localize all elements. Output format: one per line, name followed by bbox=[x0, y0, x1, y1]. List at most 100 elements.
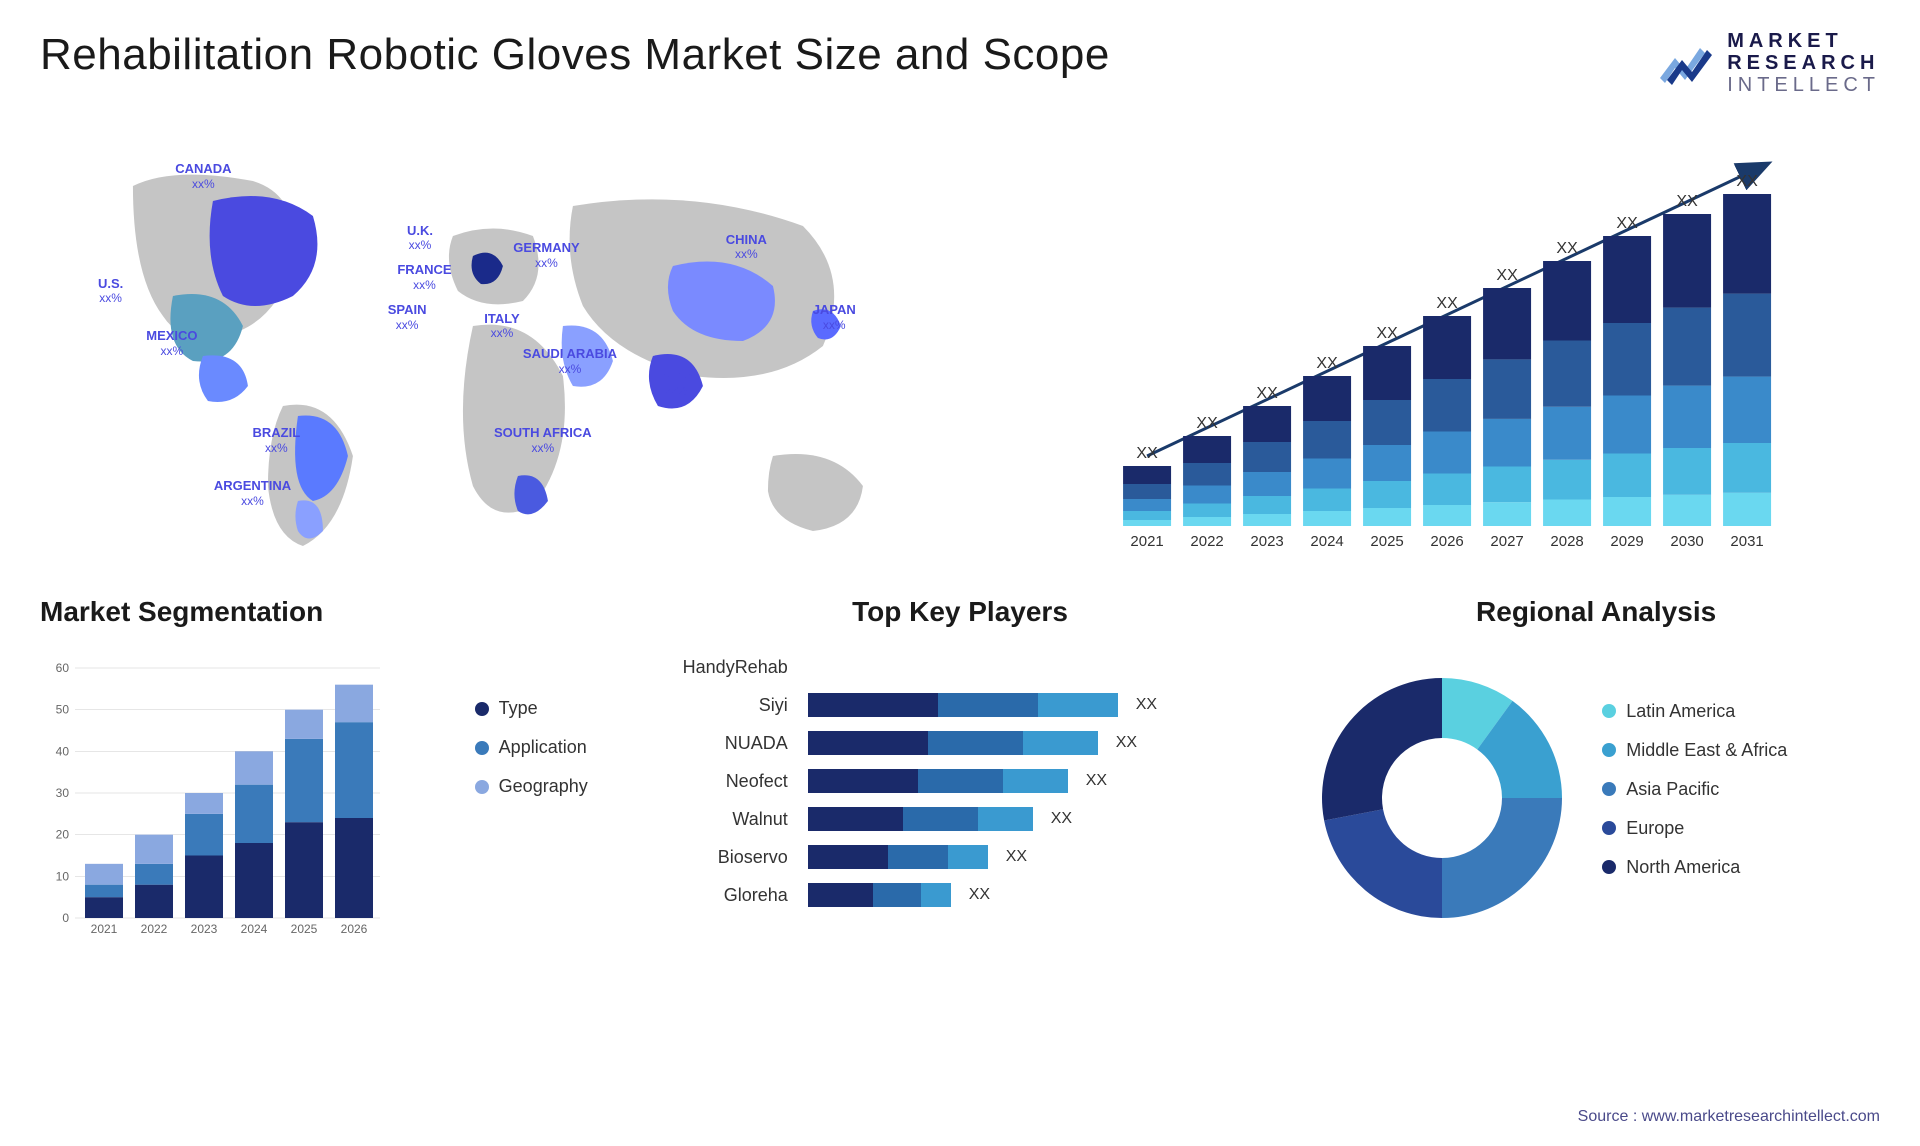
country-label: U.S.xx% bbox=[98, 276, 123, 306]
svg-text:2024: 2024 bbox=[241, 922, 268, 936]
legend-item: Latin America bbox=[1602, 701, 1787, 722]
forecast-bar-segment bbox=[1543, 460, 1591, 500]
forecast-bar-segment bbox=[1663, 386, 1711, 448]
country-label: INDIAxx% bbox=[658, 368, 693, 398]
segmentation-panel: Market Segmentation 01020304050602021202… bbox=[40, 596, 608, 976]
country-label: ARGENTINAxx% bbox=[214, 478, 291, 508]
player-name: Neofect bbox=[648, 771, 798, 792]
forecast-bar-year: 2031 bbox=[1730, 533, 1763, 550]
forecast-bar-segment bbox=[1243, 496, 1291, 514]
forecast-bar-year: 2024 bbox=[1310, 533, 1343, 550]
forecast-bar-segment bbox=[1363, 481, 1411, 508]
forecast-bar-segment bbox=[1123, 484, 1171, 499]
country-label: ITALYxx% bbox=[484, 311, 519, 341]
forecast-bar-segment bbox=[1183, 517, 1231, 526]
forecast-bar-segment bbox=[1483, 288, 1531, 359]
player-row: NUADAXX bbox=[648, 724, 1273, 762]
player-name: Bioservo bbox=[648, 847, 798, 868]
regional-panel: Regional Analysis Latin AmericaMiddle Ea… bbox=[1312, 596, 1880, 976]
svg-text:2023: 2023 bbox=[191, 922, 218, 936]
player-value: XX bbox=[1116, 734, 1137, 752]
key-players-panel: Top Key Players HandyRehabSiyiXXNUADAXXN… bbox=[648, 596, 1273, 976]
donut-slice bbox=[1324, 809, 1442, 918]
forecast-bar-segment bbox=[1603, 236, 1651, 323]
forecast-bar-segment bbox=[1663, 448, 1711, 495]
player-bar bbox=[808, 845, 988, 869]
player-value: XX bbox=[969, 886, 990, 904]
forecast-bar-segment bbox=[1423, 379, 1471, 432]
forecast-bar-segment bbox=[1663, 308, 1711, 386]
svg-text:30: 30 bbox=[56, 786, 70, 800]
forecast-bar-segment bbox=[1363, 508, 1411, 526]
donut-slice bbox=[1442, 798, 1562, 918]
country-label: SPAINxx% bbox=[388, 302, 427, 332]
player-value: XX bbox=[1051, 810, 1072, 828]
svg-text:20: 20 bbox=[56, 828, 70, 842]
seg-bar-segment bbox=[285, 739, 323, 822]
legend-item: Type bbox=[475, 698, 588, 719]
player-row: Neofect XX bbox=[648, 762, 1273, 800]
seg-bar-segment bbox=[85, 864, 123, 885]
forecast-bar-segment bbox=[1543, 261, 1591, 341]
legend-item: Geography bbox=[475, 776, 588, 797]
svg-text:2021: 2021 bbox=[91, 922, 118, 936]
seg-bar-segment bbox=[285, 710, 323, 739]
forecast-bar-value: XX bbox=[1256, 385, 1278, 402]
player-row: GlorehaXX bbox=[648, 876, 1273, 914]
seg-bar-segment bbox=[235, 843, 273, 918]
seg-bar-segment bbox=[85, 885, 123, 898]
donut-slice bbox=[1322, 678, 1442, 820]
key-players-title: Top Key Players bbox=[648, 596, 1273, 628]
country-label: CANADAxx% bbox=[175, 161, 231, 191]
key-players-chart: HandyRehabSiyiXXNUADAXXNeofectXXWalnutXX… bbox=[648, 648, 1273, 948]
forecast-bar-segment bbox=[1483, 419, 1531, 467]
forecast-bar-segment bbox=[1723, 194, 1771, 294]
player-row: Walnut XX bbox=[648, 800, 1273, 838]
forecast-bar-value: XX bbox=[1376, 325, 1398, 342]
forecast-bar-segment bbox=[1423, 432, 1471, 474]
forecast-bar-segment bbox=[1363, 400, 1411, 445]
svg-text:2025: 2025 bbox=[291, 922, 318, 936]
forecast-bar-segment bbox=[1183, 504, 1231, 518]
seg-bar-segment bbox=[85, 897, 123, 918]
source-attribution: Source : www.marketresearchintellect.com bbox=[1578, 1108, 1880, 1126]
forecast-bar-year: 2023 bbox=[1250, 533, 1283, 550]
forecast-bar-value: XX bbox=[1616, 215, 1638, 232]
forecast-bar-segment bbox=[1483, 359, 1531, 419]
forecast-bar-segment bbox=[1663, 495, 1711, 526]
regional-legend: Latin AmericaMiddle East & AfricaAsia Pa… bbox=[1602, 701, 1787, 896]
forecast-bar-value: XX bbox=[1496, 267, 1518, 284]
svg-text:2022: 2022 bbox=[141, 922, 168, 936]
player-bar bbox=[808, 693, 1118, 717]
country-label: CHINAxx% bbox=[726, 232, 767, 262]
forecast-bar-segment bbox=[1243, 406, 1291, 442]
player-bar bbox=[808, 731, 1098, 755]
country-label: MEXICOxx% bbox=[146, 328, 197, 358]
seg-bar-segment bbox=[135, 864, 173, 885]
player-row: HandyRehab bbox=[648, 648, 1273, 686]
forecast-bar-year: 2030 bbox=[1670, 533, 1703, 550]
svg-text:10: 10 bbox=[56, 869, 70, 883]
segmentation-legend: TypeApplicationGeography bbox=[475, 698, 588, 815]
player-value: XX bbox=[1086, 772, 1107, 790]
seg-bar-segment bbox=[335, 818, 373, 918]
forecast-bar-year: 2027 bbox=[1490, 533, 1523, 550]
forecast-bar-segment bbox=[1363, 445, 1411, 481]
seg-bar-segment bbox=[135, 835, 173, 864]
forecast-bar-year: 2029 bbox=[1610, 533, 1643, 550]
forecast-bar-segment bbox=[1243, 514, 1291, 526]
forecast-bar-segment bbox=[1423, 316, 1471, 379]
brand-logo: MARKET RESEARCH INTELLECT bbox=[1655, 30, 1880, 96]
forecast-bar-segment bbox=[1723, 443, 1771, 493]
seg-bar-segment bbox=[185, 793, 223, 814]
forecast-bar-segment bbox=[1543, 407, 1591, 460]
player-row: BioservoXX bbox=[648, 838, 1273, 876]
regional-title: Regional Analysis bbox=[1312, 596, 1880, 628]
forecast-bar-segment bbox=[1303, 459, 1351, 489]
player-name: Walnut bbox=[648, 809, 798, 830]
player-value: XX bbox=[1136, 696, 1157, 714]
svg-text:50: 50 bbox=[56, 703, 70, 717]
forecast-bar-segment bbox=[1603, 396, 1651, 454]
forecast-bar-segment bbox=[1303, 511, 1351, 526]
forecast-bar-segment bbox=[1423, 474, 1471, 506]
